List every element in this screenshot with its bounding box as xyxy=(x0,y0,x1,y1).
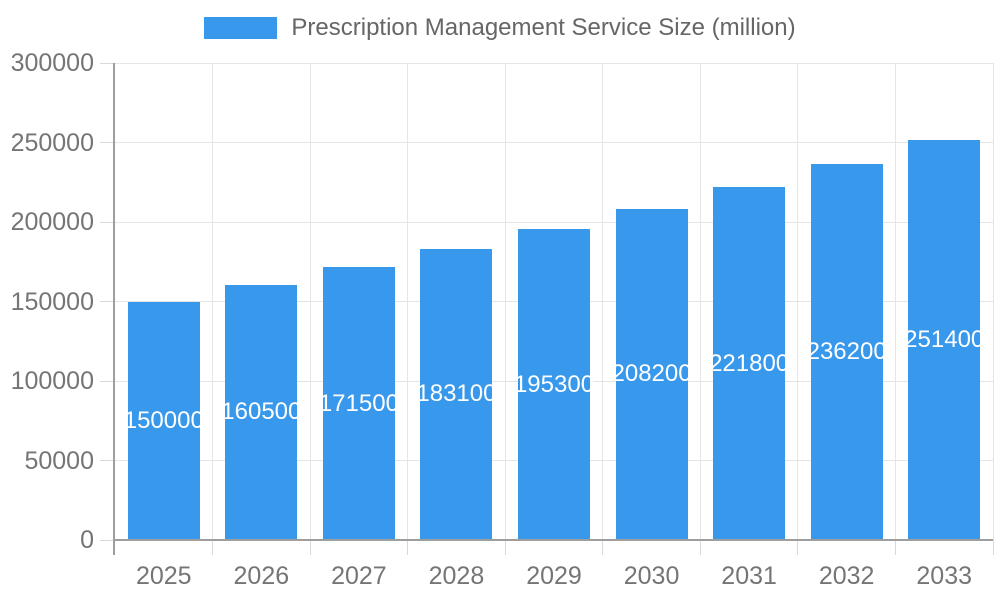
bar-value-label: 183100 xyxy=(416,380,497,408)
y-tick-mark xyxy=(100,301,115,302)
y-tick-mark xyxy=(100,380,115,382)
y-tick-label: 250000 xyxy=(10,128,94,157)
y-tick-label: 100000 xyxy=(10,367,94,395)
x-tick-mark xyxy=(992,540,994,555)
x-tick-label: 2028 xyxy=(428,562,485,590)
bar-value-label: 171500 xyxy=(318,389,399,417)
y-tick-label: 300000 xyxy=(10,49,94,77)
y-gridline xyxy=(115,221,993,223)
x-tick-label: 2032 xyxy=(818,562,875,590)
y-tick-mark xyxy=(100,539,115,541)
x-gridline xyxy=(602,63,604,540)
bar xyxy=(420,248,493,540)
x-tick-mark xyxy=(602,540,604,555)
x-tick-mark xyxy=(797,540,799,555)
y-tick-label: 150000 xyxy=(10,287,94,316)
legend-item[interactable]: Prescription Management Service Size (mi… xyxy=(0,14,1000,42)
x-tick-label: 2029 xyxy=(526,562,582,590)
y-gridline xyxy=(115,142,993,143)
y-tick-mark xyxy=(100,460,115,461)
x-tick-label: 2026 xyxy=(233,562,290,590)
x-tick-mark xyxy=(309,540,311,555)
x-axis-line xyxy=(113,539,993,541)
bar xyxy=(810,164,883,540)
x-tick-mark xyxy=(894,540,896,555)
bar xyxy=(908,140,981,540)
x-tick-mark xyxy=(504,540,506,555)
x-gridline xyxy=(699,63,701,540)
y-tick-label: 0 xyxy=(80,526,94,554)
x-gridline xyxy=(504,63,506,540)
x-tick-label: 2033 xyxy=(916,562,973,590)
bar-value-label: 160500 xyxy=(221,398,302,426)
y-tick-mark xyxy=(100,142,115,143)
x-tick-mark xyxy=(212,540,214,555)
bar-value-label: 251400 xyxy=(904,326,985,354)
bar xyxy=(225,284,298,540)
x-gridline xyxy=(407,63,409,540)
y-tick-mark xyxy=(100,221,115,223)
bar-value-label: 208200 xyxy=(611,360,692,388)
y-tick-label: 200000 xyxy=(10,208,94,236)
bar-value-label: 236200 xyxy=(806,338,887,366)
legend-swatch xyxy=(204,17,278,39)
x-gridline xyxy=(894,63,896,540)
x-tick-label: 2025 xyxy=(135,562,192,590)
x-tick-label: 2030 xyxy=(623,562,680,590)
x-tick-mark xyxy=(699,540,701,555)
bar xyxy=(322,267,395,540)
x-gridline xyxy=(797,63,799,540)
bar xyxy=(713,187,786,540)
y-tick-label: 50000 xyxy=(24,446,94,475)
x-tick-label: 2027 xyxy=(331,562,387,590)
x-gridline xyxy=(992,63,994,540)
y-gridline xyxy=(115,62,993,64)
y-axis-line xyxy=(113,63,115,555)
x-gridline xyxy=(309,63,311,540)
x-gridline xyxy=(212,63,214,540)
y-tick-mark xyxy=(100,62,115,64)
legend-label: Prescription Management Service Size (mi… xyxy=(291,14,796,41)
bar-value-label: 195300 xyxy=(513,370,595,398)
bar xyxy=(518,229,590,540)
x-tick-label: 2031 xyxy=(721,562,777,590)
bar-value-label: 150000 xyxy=(123,406,204,434)
bar xyxy=(127,301,200,540)
bar xyxy=(615,208,688,540)
x-tick-mark xyxy=(407,540,409,555)
bar-value-label: 221800 xyxy=(709,349,790,377)
